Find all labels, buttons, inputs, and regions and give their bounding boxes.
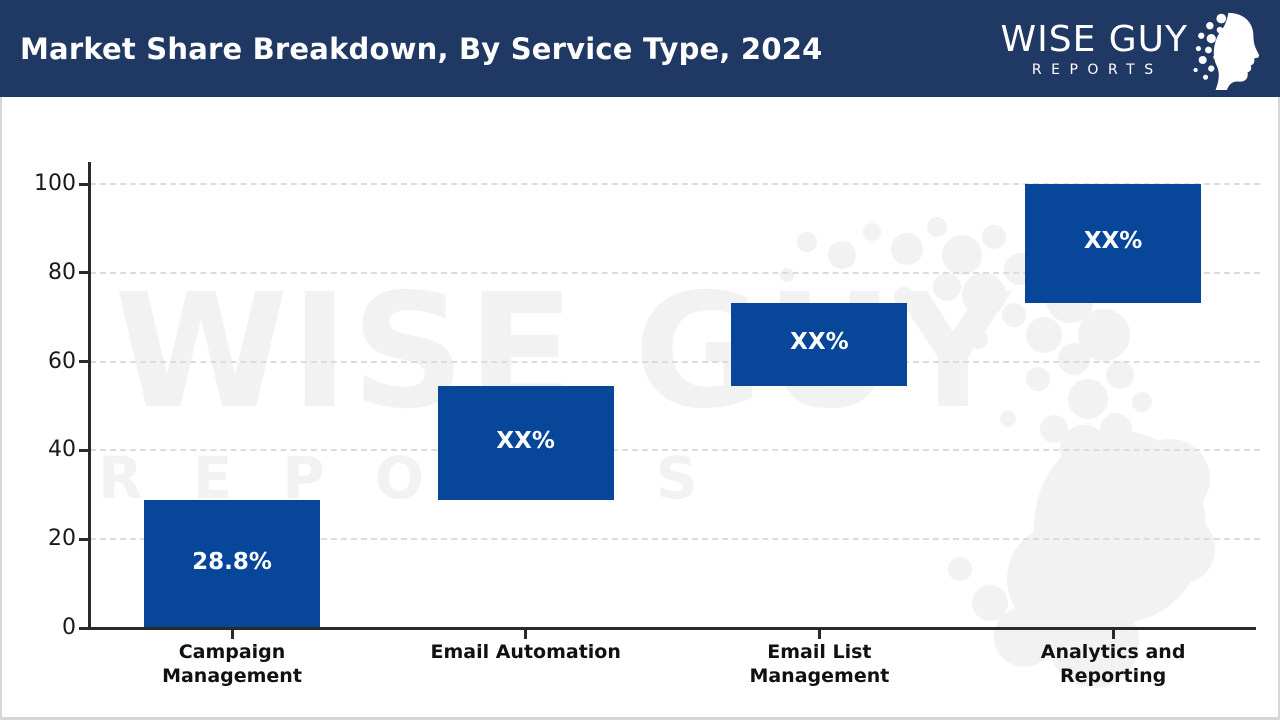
category-label: Campaign Management [162,641,302,687]
y-tick-mark [79,271,90,275]
logo-wordmark: WISE GUY [1000,19,1188,60]
bar-segment [1025,184,1202,303]
y-tick-label: 20 [48,526,76,552]
gridline [90,360,1260,363]
category-label: Email Automation [430,641,621,663]
y-axis-line [88,162,91,630]
bar-value-label: XX% [790,329,849,356]
gridline [90,449,1260,452]
gridline [90,538,1260,541]
x-tick-mark [817,630,821,639]
gridline [90,183,1260,185]
chart-canvas: WISE GUY REPORTS 0 20 40 60 80 100 28.8 [0,97,1280,720]
logo-text: WISE GUY REPORTS [1001,20,1189,78]
x-axis-line [88,627,1256,630]
bar-value-label: XX% [1083,228,1143,255]
y-tick-label: 100 [34,171,76,196]
watermark-subtitle: REPORTS [98,444,748,512]
bar-segment [144,500,320,628]
category-label: Email List Management [749,641,890,687]
bar-segment [731,302,908,387]
bar-value-label: XX% [496,428,555,455]
y-tick-label: 80 [48,259,76,285]
bar-segment [437,386,614,501]
y-tick-label: 0 [62,615,76,640]
wise-guy-logo: WISE GUY REPORTS [1001,6,1266,92]
x-tick-mark [524,630,528,639]
y-tick-label: 40 [48,437,76,463]
x-tick-mark [1111,630,1115,639]
x-tick-mark [230,630,234,639]
y-tick-mark [79,360,90,364]
gridline [90,271,1260,274]
y-tick-label: 60 [48,348,76,374]
page-title: Market Share Breakdown, By Service Type,… [20,31,823,66]
logo-subtitle: REPORTS [1031,61,1163,78]
y-tick-mark [79,448,90,452]
category-label: Analytics and Reporting [1040,641,1186,687]
logo-face-icon [1193,12,1260,90]
header-bar: Market Share Breakdown, By Service Type,… [0,0,1280,97]
y-tick-mark [79,537,90,541]
bar-value-label: 28.8% [192,549,272,576]
y-tick-mark [79,182,90,186]
y-tick-mark [79,626,90,630]
